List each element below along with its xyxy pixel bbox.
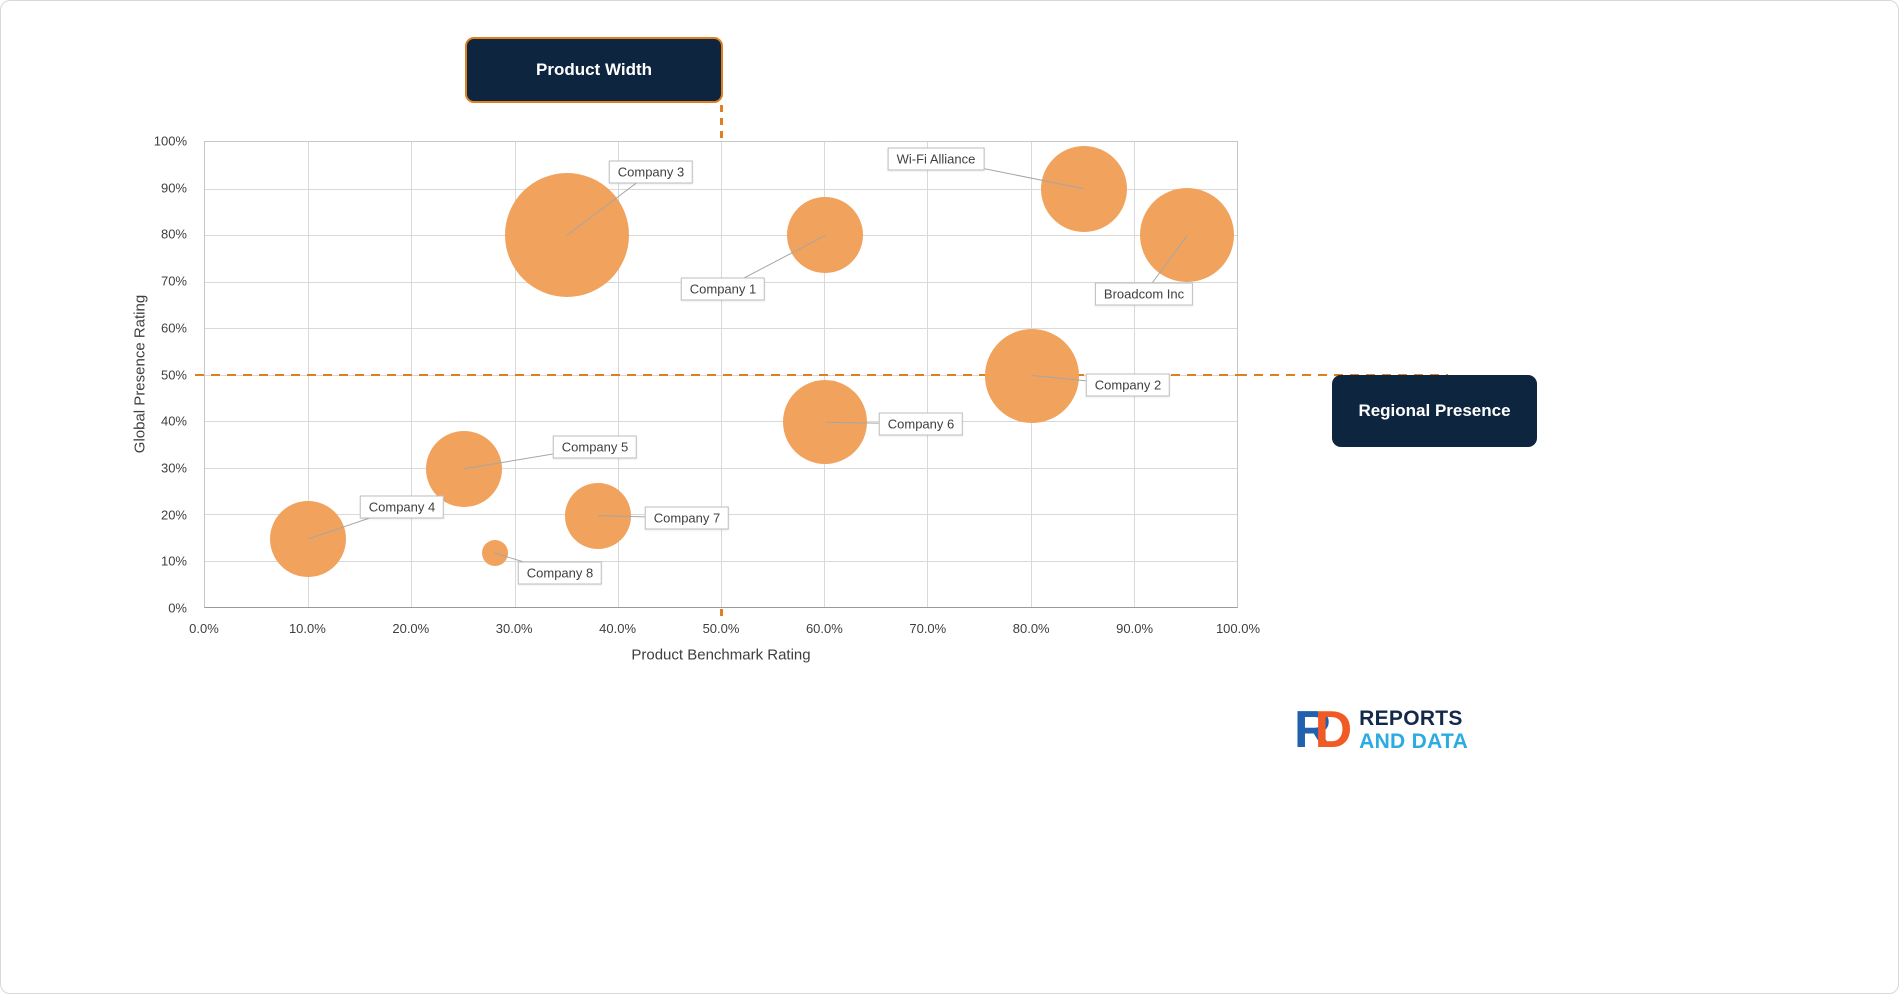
y-tick-label: 50% xyxy=(160,367,187,382)
y-tick-label: 80% xyxy=(160,226,187,242)
y-tick-label: 60% xyxy=(160,320,187,336)
y-tick-label: 100% xyxy=(153,133,187,149)
product-width-box: Product Width xyxy=(465,37,723,103)
x-tick-label: 20.0% xyxy=(392,621,430,636)
gridline-horizontal xyxy=(205,467,1237,469)
point-label: Broadcom Inc xyxy=(1094,282,1194,306)
x-tick-label: 100.0% xyxy=(1215,621,1261,636)
bubble-company-6 xyxy=(783,380,868,465)
bubble-company-2 xyxy=(985,328,1080,423)
bubble-company-8 xyxy=(481,539,508,566)
gridline-horizontal xyxy=(205,421,1237,422)
point-label: Company 1 xyxy=(680,277,766,301)
logo-text-reports: REPORTS xyxy=(1359,707,1463,730)
bubble-company-7 xyxy=(564,482,631,549)
point-label: Company 7 xyxy=(644,506,730,530)
x-tick-label: 60.0% xyxy=(805,621,843,636)
x-tick-label: 80.0% xyxy=(1012,621,1050,636)
logo-text: REPORTS AND DATA xyxy=(1359,707,1468,753)
bubble-company-1 xyxy=(787,197,864,274)
y-tick-label: 0% xyxy=(168,600,187,616)
logo-letter-r: R xyxy=(1294,701,1332,759)
vertical-dashed-line-top xyxy=(720,105,723,141)
y-tick-label: 10% xyxy=(160,553,187,569)
reports-and-data-logo: RD REPORTS AND DATA xyxy=(1294,704,1468,756)
vertical-dashed-line-bottom xyxy=(720,609,723,622)
bubble-broadcom-inc xyxy=(1140,188,1235,283)
gridline-horizontal xyxy=(205,560,1237,562)
product-width-label: Product Width xyxy=(536,60,652,79)
point-label: Company 3 xyxy=(608,160,694,184)
x-tick-label: 10.0% xyxy=(288,621,326,636)
point-label: Company 4 xyxy=(359,495,445,519)
y-tick-label: 40% xyxy=(160,413,187,429)
horizontal-dashed-line xyxy=(195,373,1239,376)
point-label: Company 6 xyxy=(878,412,964,436)
plot-area: Company 3 Company 1 Wi-Fi Alliance Broadcom… xyxy=(195,141,1239,608)
point-label: Company 5 xyxy=(552,435,638,459)
y-axis-ticks: 0% 10% 20% 30% 40% 50% 60% 70% 80% 90% 100% xyxy=(139,134,195,616)
regional-presence-box: Regional Presence xyxy=(1332,375,1537,447)
y-tick-label: 20% xyxy=(160,507,187,523)
rd-logo-mark: RD xyxy=(1294,704,1352,756)
bubble-company-4 xyxy=(270,500,347,577)
x-tick-label: 0.0% xyxy=(189,621,219,636)
logo-text-and-data: AND DATA xyxy=(1359,730,1469,753)
point-label: Company 8 xyxy=(517,561,603,585)
bubble-wi-fi-alliance xyxy=(1040,145,1127,232)
x-tick-label: 50.0% xyxy=(702,621,740,636)
point-label: Company 2 xyxy=(1085,373,1171,397)
y-tick-label: 30% xyxy=(160,460,187,476)
x-tick-label: 70.0% xyxy=(909,621,947,636)
x-axis-title: Product Benchmark Rating xyxy=(631,646,811,664)
x-tick-label: 40.0% xyxy=(599,621,637,636)
bubble-company-3 xyxy=(504,173,629,298)
x-axis-ticks: 0.0% 10.0% 20.0% 30.0% 40.0% 50.0% 60.0% 70.0% 8… xyxy=(189,621,1260,639)
y-tick-label: 90% xyxy=(160,180,187,196)
x-tick-label: 30.0% xyxy=(495,621,533,636)
logo-letter-d: D xyxy=(1314,701,1353,759)
point-label: Wi-Fi Alliance xyxy=(887,147,985,171)
x-tick-label: 90.0% xyxy=(1116,621,1154,636)
y-tick-label: 70% xyxy=(160,273,187,289)
regional-presence-label: Regional Presence xyxy=(1358,401,1511,420)
